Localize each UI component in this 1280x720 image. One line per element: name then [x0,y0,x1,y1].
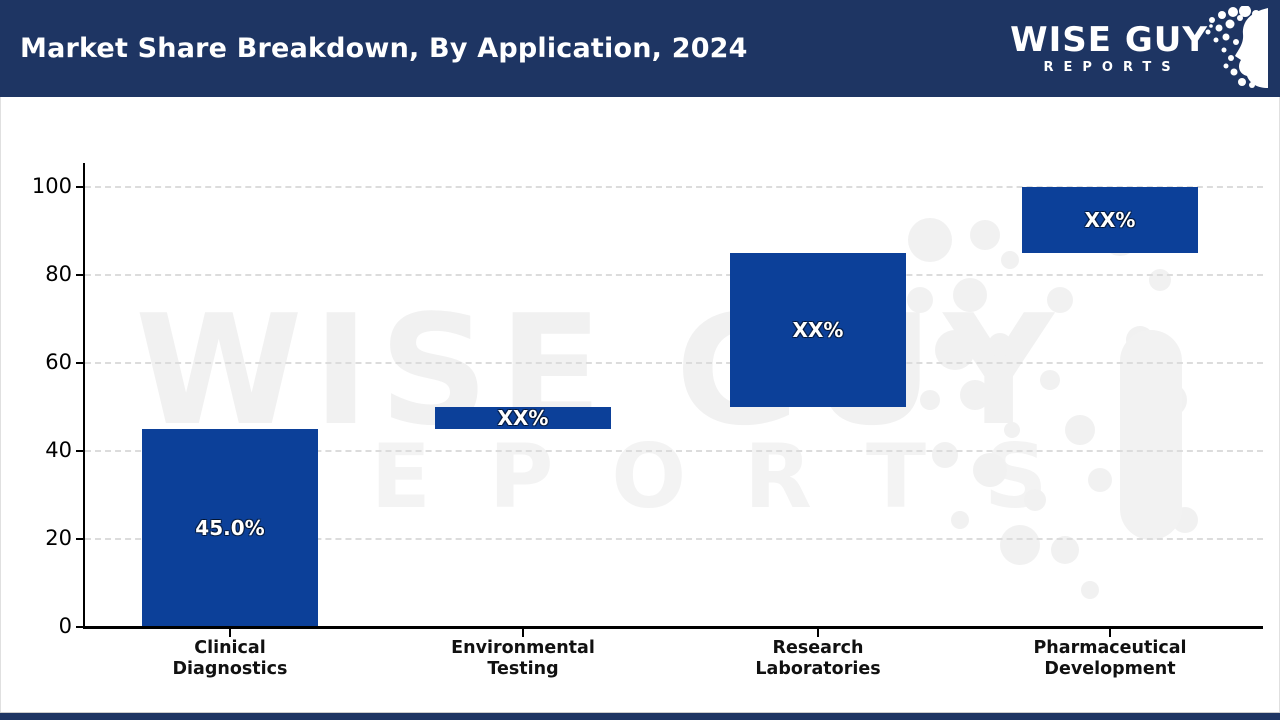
bar-segment: 45.0% [142,429,318,627]
x-category-line: Environmental [451,638,595,658]
y-tick-label: 80 [45,262,72,286]
watermark-subtitle: REPORTS [245,425,1106,528]
bar-segment: XX% [435,406,611,430]
watermark-dot [960,380,990,410]
watermark-dot [953,278,987,312]
bottom-hairline [0,712,1280,713]
y-tick-label: 40 [45,438,72,462]
x-category-line: Diagnostics [172,659,288,679]
x-category-label: Clinical Diagnostics [100,638,360,680]
bar-segment: XX% [1022,187,1198,253]
watermark-dot [932,442,958,468]
y-axis-line [83,163,85,629]
watermark-dot [1149,269,1171,291]
footer-banner [0,713,1280,720]
gridline [85,538,1263,540]
watermark-dot [920,390,940,410]
watermark-dot [1065,415,1095,445]
x-category-line: Pharmaceutical [1033,638,1187,658]
watermark-dot [908,218,952,262]
gridline [85,186,1263,188]
watermark-dot [907,287,933,313]
x-tick-mark [229,629,231,637]
x-category-line: Laboratories [755,659,881,679]
x-category-line: Clinical [194,638,266,658]
watermark-dot [951,511,969,529]
y-tick-mark [76,186,85,188]
x-category-label: Pharmaceutical Development [980,638,1240,680]
logo-head-icon [1205,6,1268,88]
bar-segment: XX% [730,253,906,407]
left-border [0,97,1,713]
y-tick-label: 0 [58,614,72,638]
watermark-dot [935,330,975,370]
y-tick-label: 100 [31,174,72,198]
watermark-dot [1000,525,1040,565]
y-tick-mark [76,626,85,628]
y-tick-mark [76,274,85,276]
header-banner: Market Share Breakdown, By Application, … [0,0,1280,97]
x-category-label: Research Laboratories [688,638,948,680]
x-tick-mark [1109,629,1111,637]
y-tick-mark [76,362,85,364]
bar-value-label: XX% [1084,208,1136,232]
bar-value-label: XX% [497,406,549,430]
y-tick-label: 20 [45,526,72,550]
x-category-line: Research [772,638,864,658]
x-category-line: Development [1044,659,1176,679]
logo-subtitle: REPORTS [1043,60,1181,75]
y-tick-label: 60 [45,350,72,374]
watermark-dot [1001,251,1019,269]
wiseguy-logo: WISE GUY REPORTS [1010,6,1270,90]
watermark-dot [970,220,1000,250]
gridline [85,274,1263,276]
x-tick-mark [817,629,819,637]
x-axis-line [83,626,1263,629]
watermark-dot [1004,422,1020,438]
x-category-label: Environmental Testing [393,638,653,680]
x-category-line: Testing [487,659,559,679]
watermark-dot [1051,536,1079,564]
y-tick-mark [76,450,85,452]
gridline [85,362,1263,364]
bar-value-label: 45.0% [195,516,265,540]
x-tick-mark [522,629,524,637]
logo-wordmark: WISE GUY [1010,20,1208,60]
watermark-dot [1081,581,1099,599]
watermark-dot [1047,287,1073,313]
gridline [85,450,1263,452]
watermark-dot [1040,370,1060,390]
y-tick-mark [76,538,85,540]
bar-value-label: XX% [792,318,844,342]
watermark-dot [988,333,1012,357]
watermark-dot [973,453,1007,487]
page-title: Market Share Breakdown, By Application, … [20,33,748,64]
watermark-dot [1088,468,1112,492]
logo-text: WISE GUY REPORTS [1010,21,1208,75]
watermark-dot [1024,489,1046,511]
watermark-face-shape [1120,330,1182,540]
